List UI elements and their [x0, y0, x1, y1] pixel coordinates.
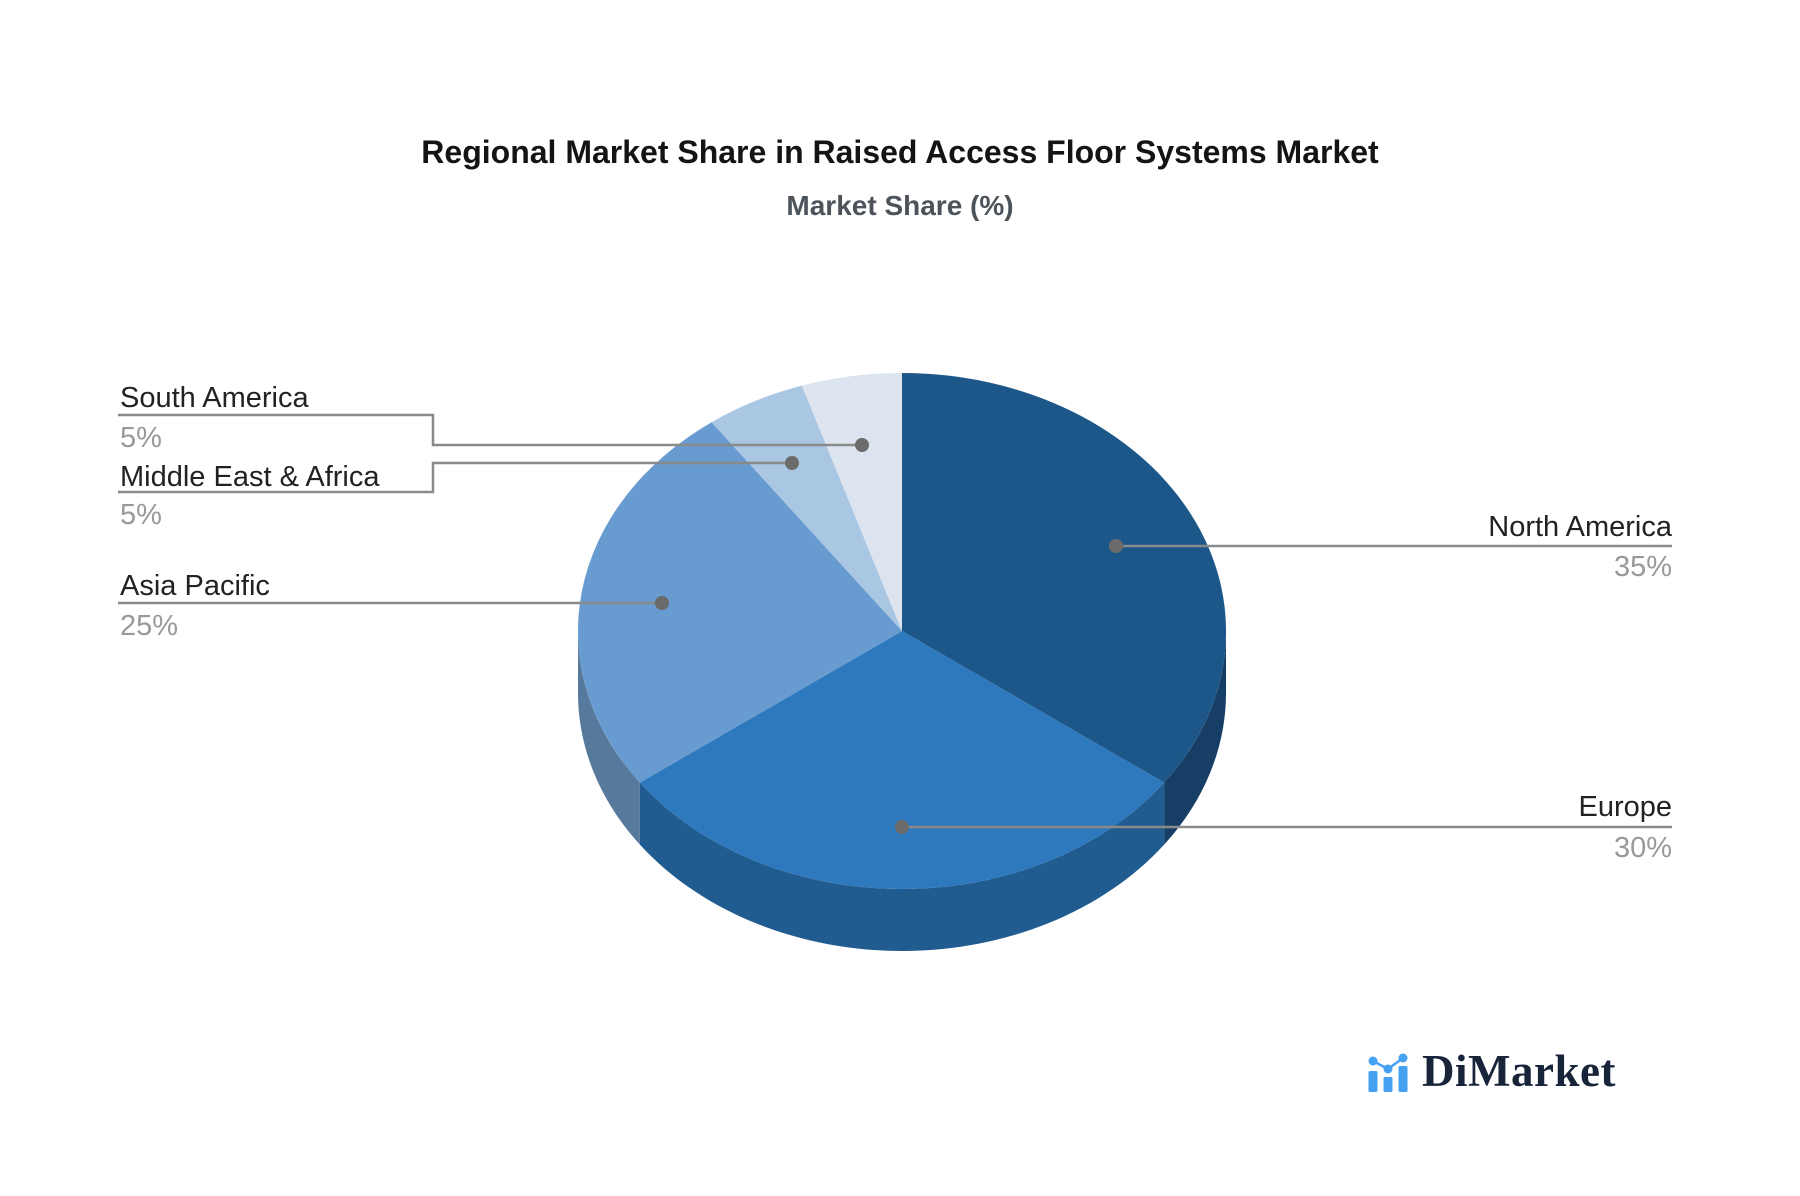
label-south-america: South America	[120, 382, 309, 414]
pie-slice-europe	[639, 631, 1165, 889]
label-north-america: North America	[1488, 511, 1672, 543]
pie-slice-side-asia-pacific	[578, 631, 640, 845]
dot-south-america	[855, 438, 869, 452]
value-south-america: 5%	[120, 422, 162, 454]
pie-slice-asia-pacific	[577, 422, 902, 783]
pie-slice-south-america	[801, 373, 902, 631]
pie-slice-side-europe	[639, 782, 1165, 951]
pie-slice-side-north-america	[1164, 631, 1226, 845]
value-middle-east-africa: 5%	[120, 499, 162, 531]
value-asia-pacific: 25%	[120, 610, 179, 642]
brand-logo: DiMarket	[1366, 1042, 1616, 1096]
connector-middle-east-africa	[118, 461, 792, 494]
value-north-america: 35%	[1613, 551, 1672, 583]
pie-slice-middle-east-africa	[711, 385, 902, 631]
bar-chart-logo-icon	[1368, 1053, 1408, 1092]
callout-connectors	[118, 413, 1672, 829]
dot-asia-pacific	[655, 596, 669, 610]
chart-title: Regional Market Share in Raised Access F…	[421, 134, 1379, 170]
brand-logo-text: DiMarket	[1422, 1046, 1616, 1096]
label-europe: Europe	[1578, 791, 1672, 823]
callout-dots	[655, 438, 1123, 834]
dot-europe	[895, 820, 909, 834]
connector-south-america	[118, 413, 862, 447]
label-middle-east-africa: Middle East & Africa	[120, 461, 380, 493]
value-europe: 30%	[1613, 832, 1672, 864]
chart-subtitle: Market Share (%)	[786, 190, 1014, 221]
pie-3d-sides	[578, 631, 1226, 951]
dot-north-america	[1109, 539, 1123, 553]
pie-slice-north-america	[902, 373, 1226, 783]
dot-middle-east-africa	[785, 456, 799, 470]
label-asia-pacific: Asia Pacific	[120, 570, 270, 602]
pie-slices	[577, 373, 1226, 889]
